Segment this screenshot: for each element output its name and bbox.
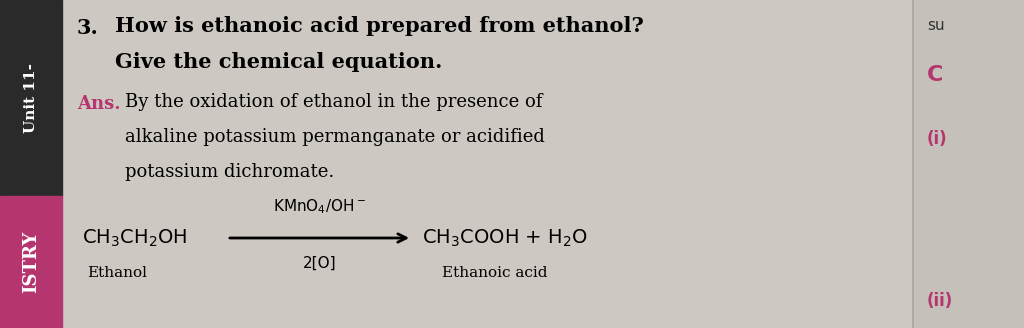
Text: ISTRY: ISTRY [22,231,40,293]
Text: Ethanol: Ethanol [87,266,147,280]
Text: (ii): (ii) [927,292,953,310]
Text: Unit 11-: Unit 11- [24,63,38,133]
Text: Give the chemical equation.: Give the chemical equation. [115,52,442,72]
Text: CH$_3$COOH + H$_2$O: CH$_3$COOH + H$_2$O [422,227,588,249]
Text: KMnO$_4$/OH$^-$: KMnO$_4$/OH$^-$ [273,197,366,216]
Text: Ans.: Ans. [77,95,121,113]
Bar [0,0,62,196]
Text: 2[O]: 2[O] [303,256,336,271]
Text: Ethanoic acid: Ethanoic acid [442,266,548,280]
Bar [62,0,915,328]
Text: C: C [927,65,943,85]
Text: How is ethanoic acid prepared from ethanol?: How is ethanoic acid prepared from ethan… [115,16,644,36]
Text: CH$_3$CH$_2$OH: CH$_3$CH$_2$OH [82,227,187,249]
Text: su: su [927,18,944,33]
Bar [0,196,62,328]
Text: (i): (i) [927,130,947,148]
Text: potassium dichromate.: potassium dichromate. [125,163,334,181]
Text: By the oxidation of ethanol in the presence of: By the oxidation of ethanol in the prese… [125,93,543,111]
Text: 3.: 3. [77,18,99,38]
Bar [915,0,1024,328]
Text: alkaline potassium permanganate or acidified: alkaline potassium permanganate or acidi… [125,128,545,146]
